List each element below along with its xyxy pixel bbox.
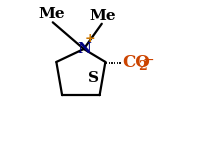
- Text: N: N: [76, 42, 90, 56]
- Text: +: +: [84, 32, 95, 45]
- Text: 2: 2: [137, 60, 146, 73]
- Text: S: S: [88, 71, 99, 85]
- Text: Me: Me: [89, 9, 115, 23]
- Text: Me: Me: [39, 7, 65, 21]
- Text: −: −: [142, 53, 154, 67]
- Text: CO: CO: [121, 54, 149, 71]
